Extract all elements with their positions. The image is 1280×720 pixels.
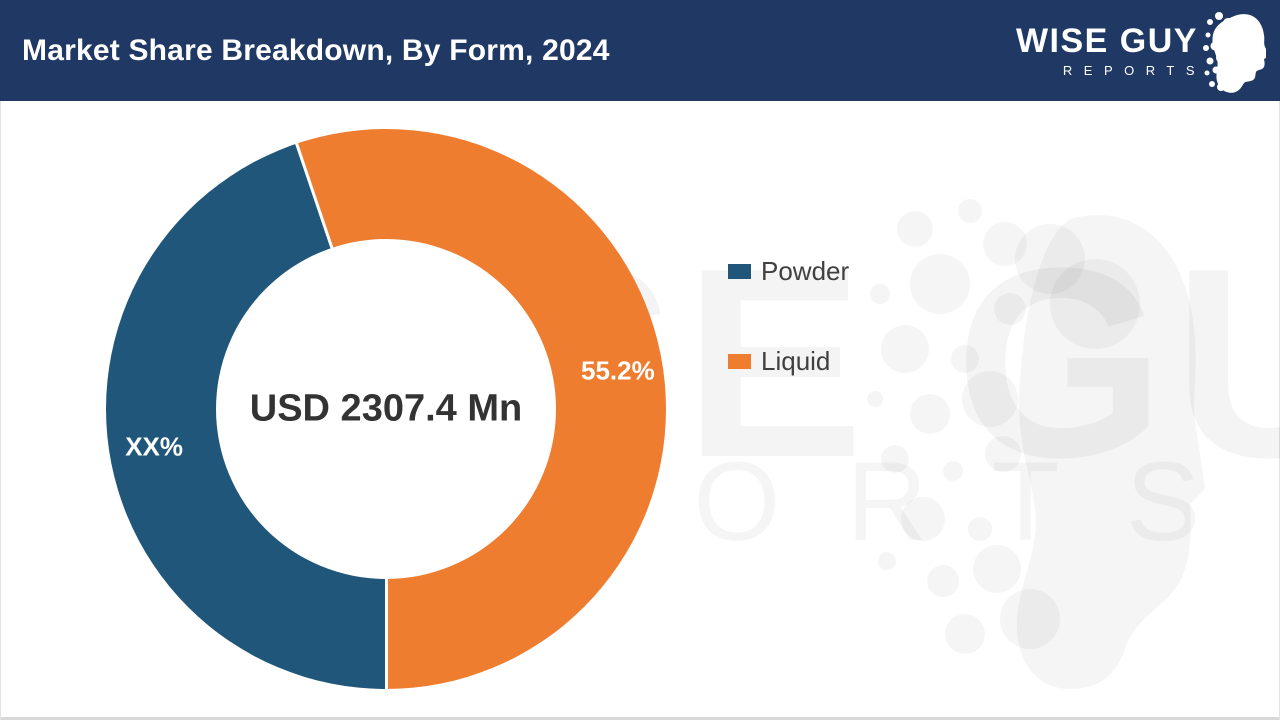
donut-chart: USD 2307.4 Mn XX% 55.2% xyxy=(106,129,666,691)
logo-subtitle: REPORTS xyxy=(1062,62,1206,78)
legend-swatch xyxy=(728,263,751,279)
donut-hole xyxy=(216,239,556,579)
legend-item-liquid: Liquid xyxy=(728,344,849,378)
chart-title: Market Share Breakdown, By Form, 2024 xyxy=(22,33,610,67)
header: Market Share Breakdown, By Form, 2024 WI… xyxy=(0,0,1280,101)
chart-area: WISE GUY REPORTS USD 2307.4 Mn XX%55.2% … xyxy=(0,101,1280,720)
donut-center-value: USD 2307.4 Mn xyxy=(249,387,523,430)
watermark-face-icon xyxy=(867,199,1205,689)
slice-label: 55.2% xyxy=(580,355,655,386)
legend-label: Liquid xyxy=(761,345,831,376)
legend: Powder Liquid xyxy=(728,254,849,434)
wiseguy-logo: WISE GUY REPORTS xyxy=(1016,8,1266,94)
logo-wordmark: WISE GUY xyxy=(1015,21,1198,60)
legend-swatch xyxy=(728,353,751,369)
slice-label: XX% xyxy=(125,431,184,462)
legend-label: Powder xyxy=(761,255,850,286)
logo-face-icon xyxy=(1203,11,1266,93)
logo-text: WISE GUY REPORTS xyxy=(1016,24,1198,78)
legend-item-powder: Powder xyxy=(728,254,849,288)
